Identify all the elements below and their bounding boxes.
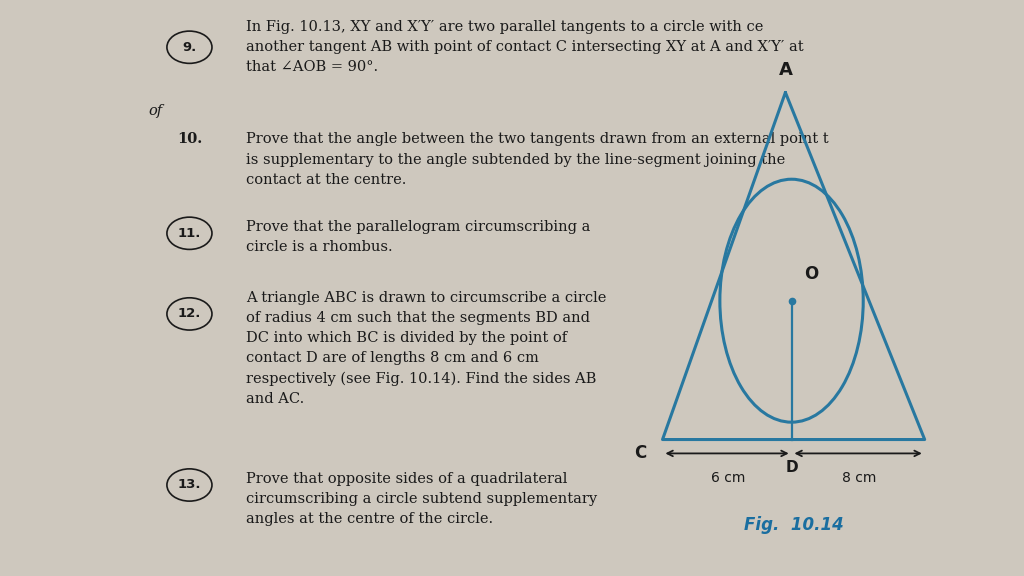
Text: 12.: 12. (178, 308, 201, 320)
Text: 11.: 11. (178, 227, 201, 240)
Text: Prove that opposite sides of a quadrilateral
circumscribing a circle subtend sup: Prove that opposite sides of a quadrilat… (246, 472, 597, 526)
Text: 9.: 9. (182, 41, 197, 54)
Text: O: O (804, 266, 818, 283)
Text: C: C (634, 445, 646, 463)
Text: of: of (148, 104, 163, 118)
Text: In Fig. 10.13, XY and X′Y′ are two parallel tangents to a circle with ce
another: In Fig. 10.13, XY and X′Y′ are two paral… (246, 20, 804, 74)
Text: 8 cm: 8 cm (842, 471, 877, 485)
Text: D: D (785, 460, 798, 475)
Text: 6 cm: 6 cm (711, 471, 745, 485)
Text: Fig.  10.14: Fig. 10.14 (743, 516, 844, 534)
Text: 13.: 13. (178, 479, 201, 491)
Text: Prove that the angle between the two tangents drawn from an external point t
is : Prove that the angle between the two tan… (246, 132, 828, 187)
Text: A: A (778, 60, 793, 78)
Text: A triangle ABC is drawn to circumscribe a circle
of radius 4 cm such that the se: A triangle ABC is drawn to circumscribe … (246, 291, 606, 406)
Text: 10.: 10. (177, 132, 202, 146)
Text: Prove that the parallelogram circumscribing a
circle is a rhombus.: Prove that the parallelogram circumscrib… (246, 220, 590, 254)
